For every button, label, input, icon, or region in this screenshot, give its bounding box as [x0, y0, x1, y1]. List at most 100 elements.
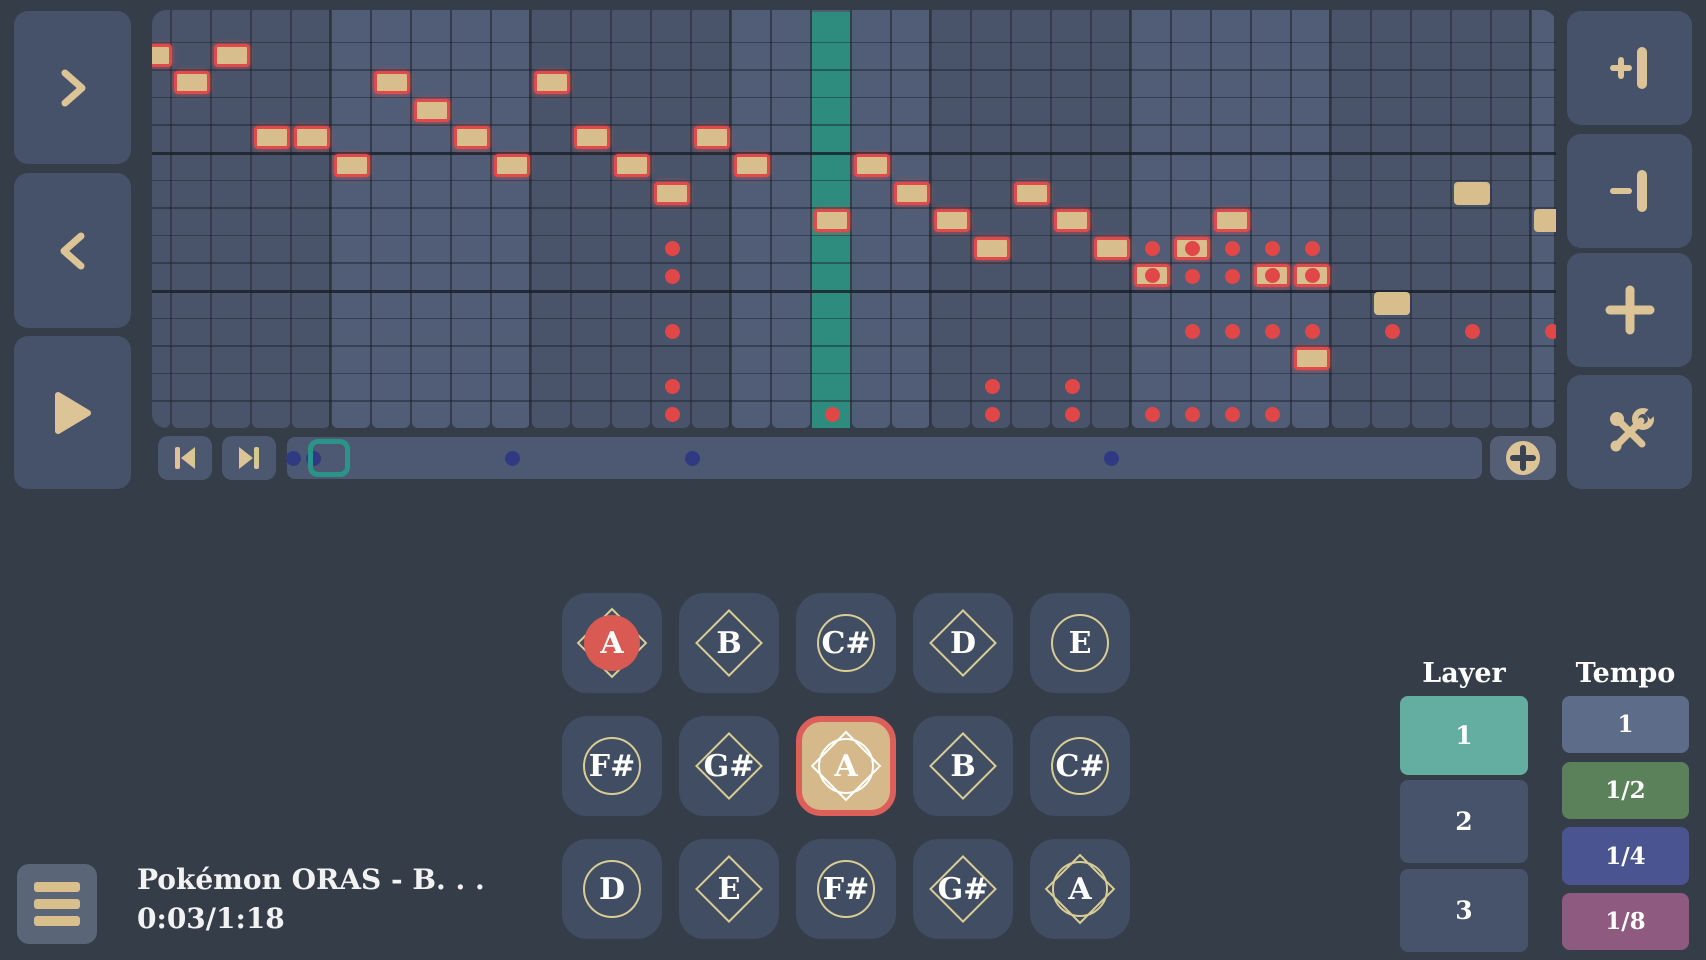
- note[interactable]: [1174, 236, 1210, 260]
- grid-column[interactable]: [452, 10, 490, 428]
- note[interactable]: [534, 71, 570, 95]
- settings-tools-button[interactable]: [1567, 375, 1692, 489]
- beat-dot[interactable]: [1544, 323, 1556, 339]
- grid-column[interactable]: [1372, 10, 1410, 428]
- grid-column[interactable]: [1492, 10, 1530, 428]
- beat-dot[interactable]: [1064, 406, 1080, 422]
- beat-dot[interactable]: [664, 268, 680, 284]
- note[interactable]: [1254, 264, 1290, 288]
- timeline-loop-dot[interactable]: [286, 451, 301, 466]
- note-pad-b-8[interactable]: B: [913, 716, 1013, 816]
- grid-column[interactable]: [1172, 10, 1210, 428]
- note[interactable]: [574, 126, 610, 150]
- beat-dot[interactable]: [1224, 406, 1240, 422]
- beat-dot[interactable]: [1144, 406, 1160, 422]
- note[interactable]: [734, 154, 770, 177]
- note-pad-gs-6[interactable]: G#: [679, 716, 779, 816]
- note[interactable]: [1014, 181, 1050, 205]
- note-pad-fs-5[interactable]: F#: [562, 716, 662, 816]
- timeline-scrollbar[interactable]: [287, 437, 1482, 479]
- skip-start-button[interactable]: [158, 436, 212, 480]
- note[interactable]: [294, 126, 330, 150]
- hamburger-menu-button[interactable]: [17, 864, 97, 944]
- tempo-option-1-4[interactable]: 1/4: [1562, 827, 1689, 885]
- note-pad-e-11[interactable]: E: [679, 839, 779, 939]
- note-pad-cs-9[interactable]: C#: [1030, 716, 1130, 816]
- grid-column[interactable]: [972, 10, 1010, 428]
- grid-column[interactable]: [252, 10, 290, 428]
- note-pad-gs-13[interactable]: G#: [913, 839, 1013, 939]
- grid-column[interactable]: [412, 10, 450, 428]
- grid-column[interactable]: [772, 10, 810, 428]
- grid-column[interactable]: [212, 10, 250, 428]
- note[interactable]: [1214, 209, 1250, 233]
- grid-column[interactable]: [652, 10, 690, 428]
- grid-column[interactable]: [152, 10, 170, 428]
- note-pad-d-10[interactable]: D: [562, 839, 662, 939]
- add-button[interactable]: [1567, 253, 1692, 367]
- note-pad-e-4[interactable]: E: [1030, 593, 1130, 693]
- note[interactable]: [854, 154, 890, 177]
- tempo-option-1[interactable]: 1: [1562, 696, 1689, 753]
- note-pad-a-7[interactable]: A: [796, 716, 896, 816]
- note[interactable]: [934, 209, 970, 233]
- grid-column[interactable]: [1252, 10, 1290, 428]
- beat-dot[interactable]: [1264, 406, 1280, 422]
- beat-dot[interactable]: [664, 406, 680, 422]
- note-pad-fs-12[interactable]: F#: [796, 839, 896, 939]
- note[interactable]: [174, 71, 210, 95]
- note[interactable]: [454, 126, 490, 150]
- note[interactable]: [1294, 347, 1330, 371]
- note-grid[interactable]: [152, 10, 1556, 428]
- tempo-option-1-2[interactable]: 1/2: [1562, 762, 1689, 819]
- grid-column[interactable]: [852, 10, 890, 428]
- note[interactable]: [694, 126, 730, 150]
- note[interactable]: [894, 181, 930, 205]
- grid-column[interactable]: [892, 10, 930, 428]
- grid-column[interactable]: [1452, 10, 1490, 428]
- note[interactable]: [1094, 236, 1130, 260]
- tempo-option-1-8[interactable]: 1/8: [1562, 893, 1689, 950]
- note[interactable]: [152, 43, 172, 67]
- beat-dot[interactable]: [1184, 323, 1200, 339]
- beat-dot[interactable]: [664, 241, 680, 257]
- layer-option-3[interactable]: 3: [1400, 869, 1528, 952]
- note[interactable]: [494, 154, 530, 177]
- beat-dot[interactable]: [664, 323, 680, 339]
- beat-dot[interactable]: [1184, 406, 1200, 422]
- grid-column[interactable]: [692, 10, 730, 428]
- note[interactable]: [1134, 264, 1170, 288]
- note[interactable]: [654, 181, 690, 205]
- note[interactable]: [214, 43, 250, 67]
- beat-dot[interactable]: [1184, 268, 1200, 284]
- note[interactable]: [974, 236, 1010, 260]
- beat-dot[interactable]: [1264, 323, 1280, 339]
- beat-dot[interactable]: [1304, 241, 1320, 257]
- add-timeline-marker-button[interactable]: [1490, 436, 1556, 480]
- layer-option-2[interactable]: 2: [1400, 780, 1528, 863]
- beat-dot[interactable]: [1224, 241, 1240, 257]
- grid-column[interactable]: [732, 10, 770, 428]
- note[interactable]: [254, 126, 290, 150]
- note[interactable]: [334, 154, 370, 177]
- grid-column[interactable]: [292, 10, 330, 428]
- play-button[interactable]: [14, 336, 131, 489]
- note[interactable]: [1294, 264, 1330, 288]
- skip-end-button[interactable]: [222, 436, 276, 480]
- beat-dot[interactable]: [824, 406, 840, 422]
- grid-column[interactable]: [572, 10, 610, 428]
- grid-column[interactable]: [1332, 10, 1370, 428]
- beat-dot[interactable]: [1304, 323, 1320, 339]
- grid-column[interactable]: [1412, 10, 1450, 428]
- layer-option-1[interactable]: 1: [1400, 696, 1528, 775]
- beat-dot[interactable]: [1224, 323, 1240, 339]
- note-pad-a-14[interactable]: A: [1030, 839, 1130, 939]
- beat-dot[interactable]: [984, 406, 1000, 422]
- beat-dot[interactable]: [984, 379, 1000, 395]
- note[interactable]: [1054, 209, 1090, 233]
- remove-measure-button[interactable]: [1567, 134, 1692, 248]
- beat-dot[interactable]: [1264, 241, 1280, 257]
- grid-column[interactable]: [1132, 10, 1170, 428]
- note[interactable]: [814, 209, 850, 233]
- timeline-loop-dot[interactable]: [1104, 451, 1119, 466]
